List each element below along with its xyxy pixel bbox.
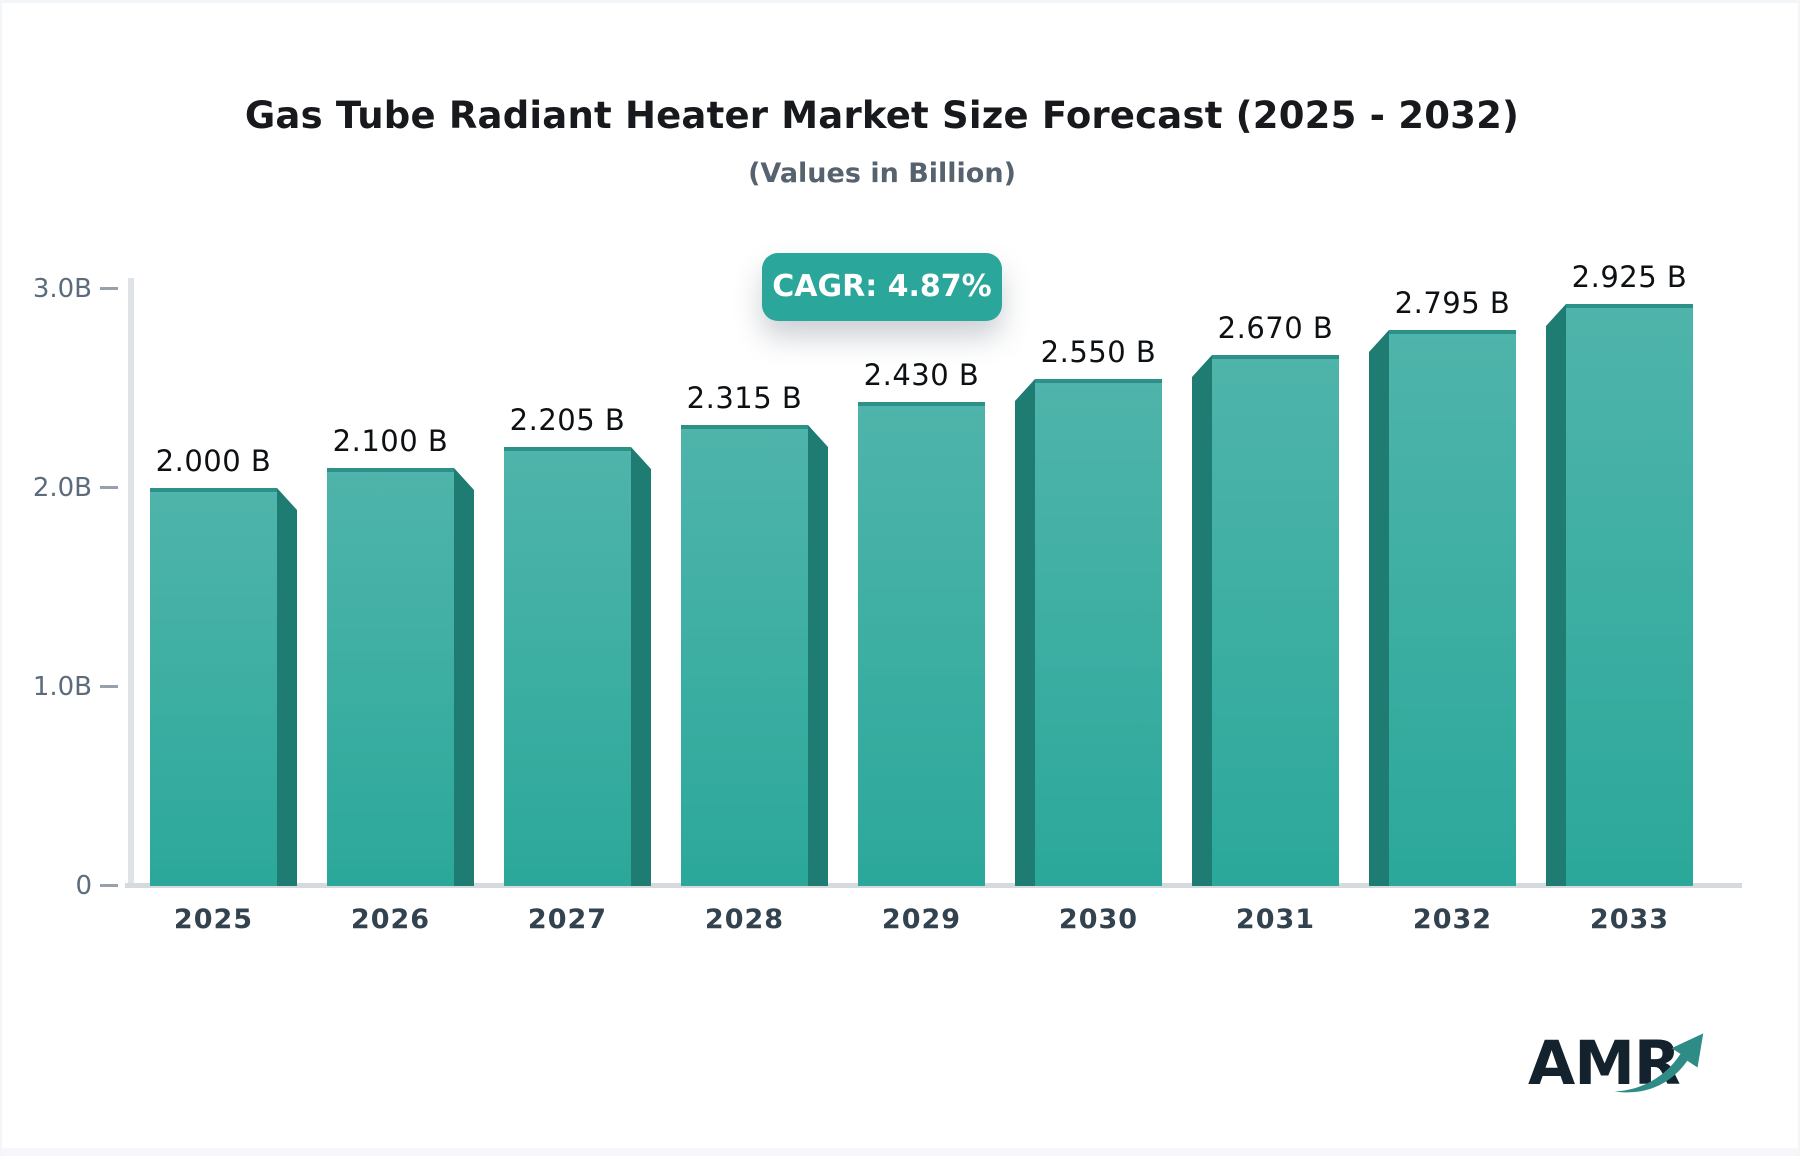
chart-title: Gas Tube Radiant Heater Market Size Fore…	[244, 94, 1520, 137]
bar-side-face-2028	[808, 425, 828, 886]
bar-value-label-2032: 2.795 B	[1394, 286, 1511, 320]
bar-value-label-2027: 2.205 B	[509, 403, 626, 437]
y-tick-label-2.0B: 2.0B	[32, 473, 92, 503]
bar-side-face-2027	[631, 447, 651, 886]
bar-2027	[504, 447, 631, 886]
bar-2032	[1389, 330, 1516, 886]
page-edge-left	[0, 0, 2, 1156]
page-edge-bottom	[0, 1148, 1800, 1156]
y-tick-label-3.0B: 3.0B	[32, 274, 92, 304]
bar-side-face-2025	[277, 488, 297, 886]
y-axis-line	[128, 278, 134, 888]
bar-value-label-2025: 2.000 B	[155, 444, 272, 478]
growth-arrow-icon	[1614, 1033, 1704, 1093]
bar-side-face-2031	[1192, 355, 1212, 886]
y-tick-label-1.0B: 1.0B	[32, 672, 92, 702]
bar-side-face-2026	[454, 468, 474, 886]
amr-logo: AMR	[1528, 1028, 1728, 1118]
x-tick-label-2033: 2033	[1589, 904, 1670, 935]
bar-value-label-2029: 2.430 B	[863, 358, 980, 392]
bar-2033	[1566, 304, 1693, 886]
x-tick-label-2025: 2025	[173, 904, 254, 935]
y-tick-mark-2.0B	[100, 486, 118, 489]
page-edge-right	[1798, 0, 1800, 1156]
y-tick-mark-3.0B	[100, 287, 118, 290]
x-tick-label-2028: 2028	[704, 904, 785, 935]
bar-side-face-2033	[1546, 304, 1566, 886]
x-tick-label-2026: 2026	[350, 904, 431, 935]
bar-value-label-2028: 2.315 B	[686, 381, 803, 415]
bar-2031	[1212, 355, 1339, 886]
bar-2028	[681, 425, 808, 886]
x-tick-label-2031: 2031	[1235, 904, 1316, 935]
bar-2030	[1035, 379, 1162, 886]
page-edge-top	[0, 0, 1800, 3]
cagr-badge: CAGR: 4.87%	[762, 253, 1002, 321]
x-tick-label-2032: 2032	[1412, 904, 1493, 935]
bar-value-label-2033: 2.925 B	[1571, 260, 1688, 294]
y-tick-mark-1.0B	[100, 685, 118, 688]
bar-2025	[150, 488, 277, 886]
y-tick-mark-0	[100, 884, 118, 887]
y-tick-label-0: 0	[75, 871, 92, 901]
bar-value-label-2031: 2.670 B	[1217, 311, 1334, 345]
bar-2026	[327, 468, 454, 886]
amr-logo-text: AMR	[1528, 1028, 1681, 1099]
x-tick-label-2027: 2027	[527, 904, 608, 935]
bar-value-label-2026: 2.100 B	[332, 424, 449, 458]
bar-side-face-2032	[1369, 330, 1389, 886]
chart-subtitle: (Values in Billion)	[748, 158, 1016, 189]
x-tick-label-2029: 2029	[881, 904, 962, 935]
bar-side-face-2030	[1015, 379, 1035, 886]
bar-value-label-2030: 2.550 B	[1040, 335, 1157, 369]
x-tick-label-2030: 2030	[1058, 904, 1139, 935]
bar-2029	[858, 402, 985, 886]
